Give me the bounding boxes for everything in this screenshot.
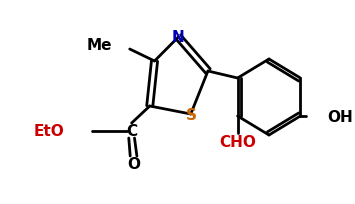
- Text: Me: Me: [87, 38, 113, 53]
- Text: S: S: [186, 108, 197, 123]
- Text: EtO: EtO: [34, 123, 65, 138]
- Text: C: C: [126, 124, 137, 139]
- Text: CHO: CHO: [219, 135, 256, 150]
- Text: N: N: [172, 29, 185, 44]
- Text: O: O: [127, 157, 140, 172]
- Text: OH: OH: [327, 109, 353, 124]
